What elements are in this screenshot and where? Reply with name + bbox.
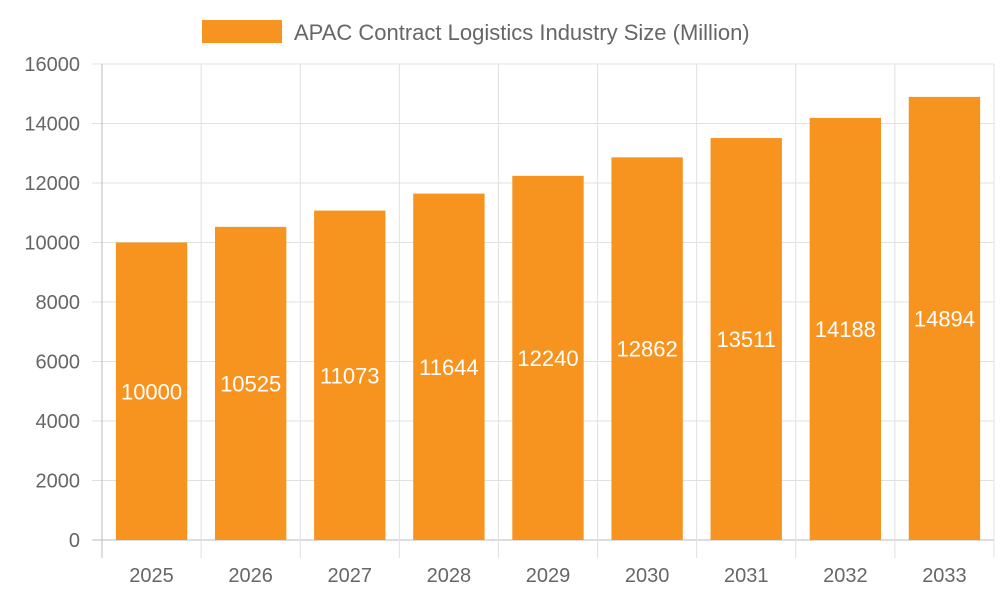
y-tick-label: 4000: [36, 411, 81, 433]
bar-2026: [214, 226, 287, 540]
y-tick-label: 8000: [36, 292, 81, 314]
y-tick-label: 16000: [24, 54, 80, 76]
x-tick-label: 2028: [427, 565, 472, 587]
data-label: 10000: [121, 379, 182, 404]
legend-swatch: [202, 20, 282, 43]
bar-2031: [710, 138, 782, 541]
y-tick-label: 6000: [36, 352, 81, 374]
y-tick-label: 0: [69, 530, 80, 552]
bar-2025: [115, 242, 188, 540]
y-tick-label: 10000: [24, 233, 80, 255]
x-tick-label: 2031: [724, 565, 769, 587]
data-label: 12240: [517, 346, 578, 371]
data-label: 14188: [815, 317, 876, 342]
y-tick-label: 12000: [24, 173, 80, 195]
bar-2030: [611, 157, 683, 540]
y-tick-label: 2000: [36, 471, 81, 493]
data-label: 10525: [220, 371, 281, 396]
x-tick-label: 2026: [228, 565, 273, 587]
x-tick-label: 2025: [129, 565, 174, 587]
data-label: 11644: [419, 355, 479, 380]
bar-2029: [512, 175, 584, 541]
x-tick-label: 2027: [328, 565, 373, 587]
y-tick-label: 14000: [24, 114, 80, 136]
bar-2028: [413, 193, 485, 540]
bar-2033: [908, 96, 981, 540]
data-label: 14894: [914, 306, 975, 331]
legend[interactable]: APAC Contract Logistics Industry Size (M…: [202, 20, 750, 45]
bar-2027: [314, 210, 386, 540]
legend-label: APAC Contract Logistics Industry Size (M…: [294, 20, 750, 45]
x-tick-label: 2030: [625, 565, 670, 587]
x-tick-label: 2033: [922, 565, 967, 587]
bar-2032: [809, 117, 882, 541]
data-label: 11073: [320, 363, 380, 388]
x-tick-label: 2032: [823, 565, 868, 587]
data-label: 13511: [716, 327, 776, 352]
x-tick-label: 2029: [526, 565, 571, 587]
data-label: 12862: [617, 337, 678, 362]
